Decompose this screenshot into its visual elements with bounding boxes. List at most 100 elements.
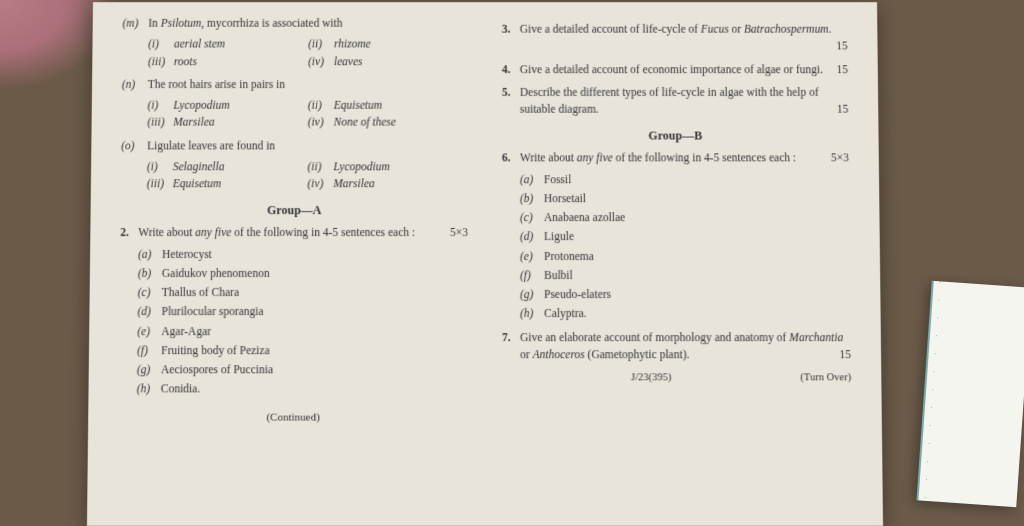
mcq-option: (iv)Marsilea — [307, 176, 468, 193]
item-num: (e) — [137, 324, 161, 341]
page-footer: J/23(395) (Turn Over) — [502, 370, 851, 386]
list-item: (h)Calyptra. — [520, 306, 851, 323]
opt-text: leaves — [334, 54, 363, 71]
opt-num: (i) — [147, 98, 173, 115]
q3-number: 3. — [502, 22, 520, 56]
question-5: 5. Describe the different types of life-… — [502, 85, 849, 119]
opt-num: (iv) — [308, 54, 334, 71]
q7-marks: 15 — [831, 347, 851, 364]
q2-text: Write about any five of the following in… — [138, 225, 468, 242]
opt-num: (iii) — [148, 54, 174, 71]
opt-text: Equisetum — [173, 176, 222, 193]
q2-items: (a)Heterocyst(b)Gaidukov phenomenon(c)Th… — [119, 247, 468, 399]
opt-num: (iv) — [308, 115, 334, 132]
continued-footer: (Continued) — [118, 409, 468, 426]
q6-text: Write about any five of the following in… — [520, 151, 849, 168]
exam-paper: (m)In Psilotum, mycorrhiza is associated… — [87, 2, 883, 526]
item-num: (f) — [137, 343, 161, 360]
list-item: (a)Fossil — [520, 172, 849, 189]
list-item: (h)Conidia. — [137, 382, 468, 399]
opt-num: (iv) — [307, 176, 333, 193]
item-text: Aeciospores of Puccinia — [161, 362, 273, 379]
opt-num: (iii) — [147, 176, 173, 193]
mcq-option: (iii)Marsilea — [147, 115, 307, 132]
q7-number: 7. — [502, 330, 520, 365]
q4-number: 4. — [502, 62, 520, 79]
opt-num: (iii) — [147, 115, 173, 132]
mcq-question: (o)Ligulate leaves are found in — [121, 138, 468, 155]
opt-text: Marsilea — [333, 176, 375, 193]
mcq-options: (i)Selaginella(ii)Lycopodium(iii)Equiset… — [121, 159, 468, 193]
mcq-option: (iv)None of these — [308, 115, 468, 132]
list-item: (g)Pseudo-elaters — [520, 287, 850, 304]
mcq-text: Ligulate leaves are found in — [147, 138, 468, 155]
group-b-header: Group—B — [502, 127, 849, 145]
item-text: Anabaena azollae — [544, 210, 625, 227]
item-text: Conidia. — [161, 382, 201, 399]
item-num: (c) — [138, 285, 162, 302]
mcq-option: (iii)roots — [148, 54, 308, 71]
item-text: Protonema — [544, 249, 594, 266]
list-item: (a)Heterocyst — [138, 247, 468, 264]
item-num: (h) — [520, 306, 544, 323]
mcq-option: (ii)Equisetum — [308, 98, 468, 115]
opt-text: Marsilea — [173, 115, 215, 132]
list-item: (g)Aeciospores of Puccinia — [137, 362, 468, 379]
item-num: (d) — [520, 229, 544, 246]
question-7: 7. Give an elaborate account of morpholo… — [502, 330, 851, 365]
mcq-option: (i)aerial stem — [148, 37, 308, 54]
mcq-options: (i)aerial stem(ii)rhizome(iii)roots(iv)l… — [122, 37, 468, 71]
opt-text: aerial stem — [174, 37, 225, 54]
q2-number: 2. — [120, 225, 138, 242]
q4-text: Give a detailed account of economic impo… — [520, 62, 848, 79]
mcq-option: (iii)Equisetum — [147, 176, 308, 193]
opt-text: Lycopodium — [333, 159, 389, 176]
item-text: Fruiting body of Peziza — [161, 343, 270, 360]
left-column: (m)In Psilotum, mycorrhiza is associated… — [117, 16, 468, 526]
q3-marks: 15 — [828, 39, 848, 56]
item-num: (g) — [520, 287, 544, 304]
item-text: Calyptra. — [544, 306, 587, 323]
page-code: J/23(395) — [631, 372, 671, 383]
q6-number: 6. — [502, 151, 520, 168]
mcq-num: (n) — [122, 77, 148, 94]
item-text: Agar-Agar — [161, 324, 211, 341]
list-item: (f)Fruiting body of Peziza — [137, 343, 468, 360]
turn-over: (Turn Over) — [800, 370, 851, 386]
list-item: (b)Horsetail — [520, 191, 850, 208]
mcq-option: (i)Selaginella — [147, 159, 308, 176]
question-2: 2. Write about any five of the following… — [120, 225, 468, 242]
list-item: (d)Plurilocular sporangia — [137, 304, 468, 321]
mcq-question: (n)The root hairs arise in pairs in — [122, 77, 468, 94]
list-item: (e)Protonema — [520, 249, 850, 266]
mcq-num: (m) — [122, 16, 148, 33]
q3-text: Give a detailed account of life-cycle of… — [520, 22, 848, 56]
opt-num: (ii) — [308, 37, 334, 54]
item-text: Fossil — [544, 172, 571, 189]
mcq-text: In Psilotum, mycorrhiza is associated wi… — [148, 16, 468, 33]
item-text: Pseudo-elaters — [544, 287, 611, 304]
mcq-options: (i)Lycopodium(ii)Equisetum(iii)Marsilea(… — [121, 98, 468, 132]
mcq-text: The root hairs arise in pairs in — [148, 77, 468, 94]
item-num: (c) — [520, 210, 544, 227]
item-num: (d) — [137, 304, 161, 321]
mcq-num: (o) — [121, 138, 147, 155]
opt-num: (ii) — [308, 98, 334, 115]
group-a-header: Group—A — [120, 201, 468, 219]
item-num: (b) — [138, 266, 162, 283]
item-text: Plurilocular sporangia — [161, 304, 263, 321]
question-6: 6. Write about any five of the following… — [502, 151, 849, 168]
opt-text: None of these — [334, 115, 396, 132]
item-num: (e) — [520, 249, 544, 266]
item-text: Thallus of Chara — [162, 285, 240, 302]
q5-text: Describe the different types of life-cyc… — [520, 85, 849, 119]
item-text: Horsetail — [544, 191, 586, 208]
list-item: (e)Agar-Agar — [137, 324, 468, 341]
list-item: (d)Ligule — [520, 229, 850, 246]
item-text: Gaidukov phenomenon — [162, 266, 270, 283]
item-text: Bulbil — [544, 268, 573, 285]
question-3: 3. Give a detailed account of life-cycle… — [502, 22, 848, 56]
list-item: (b)Gaidukov phenomenon — [138, 266, 468, 283]
item-text: Heterocyst — [162, 247, 212, 264]
mcq-option: (ii)rhizome — [308, 37, 468, 54]
